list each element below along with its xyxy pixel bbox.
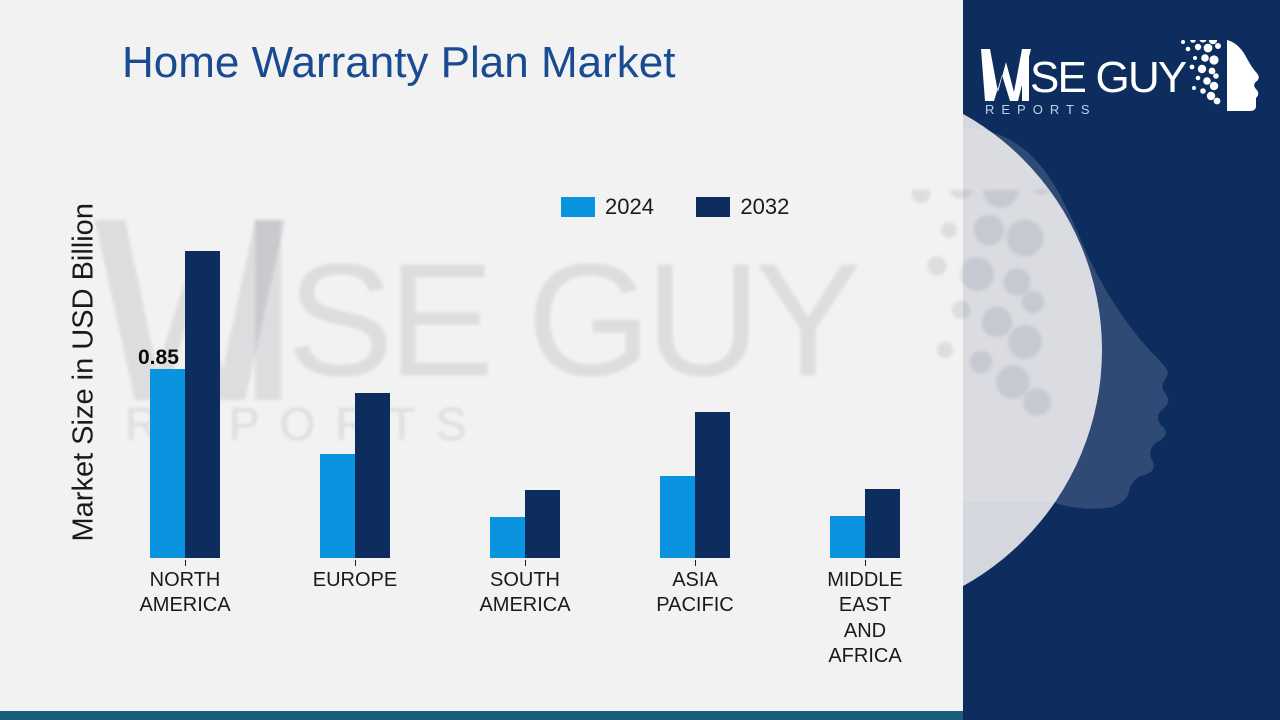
svg-text:SE GUY: SE GUY: [1030, 53, 1187, 102]
svg-text:REPORTS: REPORTS: [985, 102, 1097, 117]
svg-text:SE GUY: SE GUY: [287, 230, 859, 409]
